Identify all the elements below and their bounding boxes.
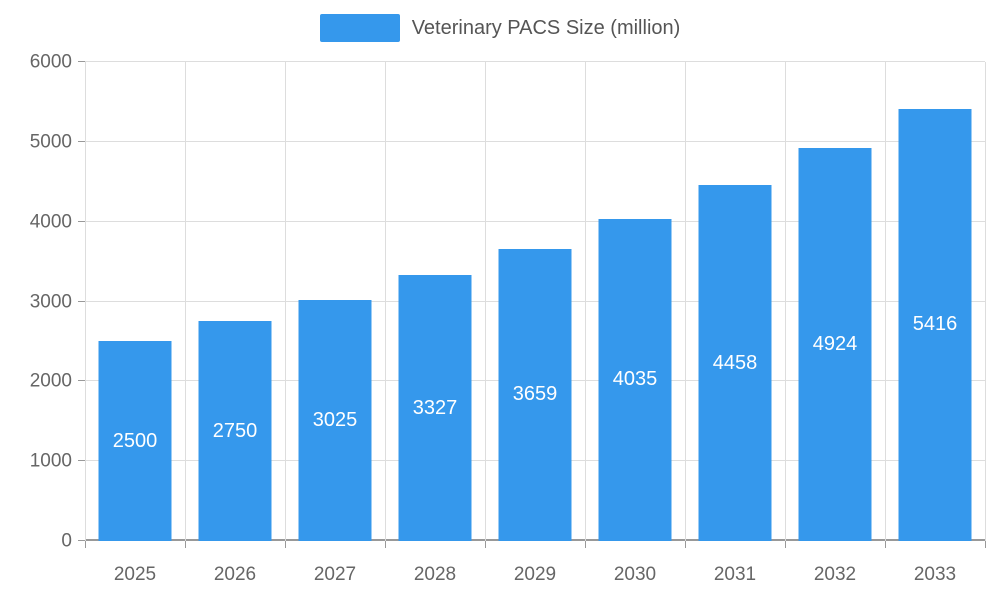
bar-2031: 4458 (698, 185, 772, 541)
y-tick-label: 3000 (29, 291, 72, 312)
chart-legend: Veterinary PACS Size (million) (0, 14, 1000, 42)
gridline (185, 62, 186, 541)
y-tick-label: 0 (61, 530, 72, 552)
bar-2029: 3659 (498, 248, 572, 541)
x-tick-mark (185, 541, 186, 548)
y-tick-label: 1000 (29, 450, 72, 472)
x-tick-mark (485, 541, 486, 548)
legend-label: Veterinary PACS Size (million) (411, 16, 681, 39)
bar-2026: 2750 (198, 321, 272, 541)
bar-2032: 4924 (798, 147, 872, 541)
x-tick-label: 2028 (413, 564, 457, 585)
gridline (384, 62, 386, 541)
gridline (585, 62, 586, 541)
x-tick-label: 2025 (113, 564, 157, 585)
bar-value-label: 2750 (212, 419, 258, 442)
bar-slot: 4035 (585, 62, 685, 541)
x-tick-mark (384, 541, 386, 548)
bar-2030: 4035 (598, 218, 672, 541)
bar-2027: 3025 (298, 299, 372, 541)
gridline (285, 62, 286, 541)
x-tick-mark (684, 541, 686, 548)
gridline (85, 140, 985, 142)
x-tick-mark (785, 541, 786, 548)
y-tick-label: 4000 (29, 211, 72, 233)
x-tick-mark (985, 541, 986, 548)
y-tick-label: 2000 (29, 370, 72, 392)
gridline (785, 62, 786, 541)
x-tick-label: 2029 (513, 564, 557, 585)
legend-swatch (319, 14, 400, 42)
gridline (85, 220, 985, 222)
y-tick-label: 5000 (29, 131, 72, 153)
bar-2025: 2500 (98, 341, 172, 541)
bar-slot: 2500 (85, 62, 185, 541)
bar-slot: 5416 (885, 62, 985, 541)
bar-value-label: 3025 (312, 408, 358, 431)
y-tick-mark (78, 380, 85, 382)
x-tick-label: 2031 (713, 564, 757, 585)
bar-slot: 4924 (785, 62, 885, 541)
x-tick-mark (285, 541, 286, 548)
gridline (684, 62, 686, 541)
y-tick-mark (78, 540, 85, 541)
x-tick-label: 2027 (313, 564, 357, 585)
bar-slot: 3025 (285, 62, 385, 541)
y-tick-mark (78, 140, 85, 142)
x-tick-mark (585, 541, 586, 548)
gridline (85, 62, 86, 541)
y-axis-labels: 0 1000 2000 3000 4000 5000 6000 (0, 53, 72, 551)
bar-value-label: 3327 (412, 396, 458, 419)
x-tick-label: 2026 (213, 564, 257, 585)
bar-2028: 3327 (398, 275, 472, 541)
y-tick-mark (78, 61, 85, 62)
y-tick-label: 6000 (29, 51, 72, 73)
plot-area: 2500 2750 3025 3327 3659 4035 4458 4924 5416 (78, 61, 986, 548)
bar-value-label: 4458 (712, 351, 758, 374)
y-tick-mark (78, 220, 85, 222)
x-tick-mark (85, 541, 86, 548)
x-tick-label: 2030 (613, 564, 657, 585)
legend-item[interactable]: Veterinary PACS Size (million) (319, 14, 681, 42)
bar-slot: 3327 (385, 62, 485, 541)
gridline (485, 62, 486, 541)
bar-value-label: 4924 (812, 332, 858, 355)
bar-value-label: 4035 (612, 368, 658, 391)
gridline (985, 62, 986, 541)
bar-slot: 4458 (685, 62, 785, 541)
x-axis-labels: 2025 2026 2027 2028 2029 2030 2031 2032 2033 (85, 562, 985, 588)
bar-value-label: 5416 (912, 313, 958, 336)
x-tick-mark (885, 541, 886, 548)
gridline (85, 61, 985, 62)
bar-slot: 3659 (485, 62, 585, 541)
bar-value-label: 2500 (112, 429, 158, 452)
gridline (885, 62, 886, 541)
y-tick-mark (78, 460, 85, 462)
bar-2033: 5416 (898, 108, 972, 541)
bar-value-label: 3659 (512, 383, 558, 406)
bar-slot: 2750 (185, 62, 285, 541)
y-tick-mark (78, 300, 85, 302)
x-tick-label: 2033 (913, 564, 957, 585)
x-tick-label: 2032 (813, 564, 857, 585)
